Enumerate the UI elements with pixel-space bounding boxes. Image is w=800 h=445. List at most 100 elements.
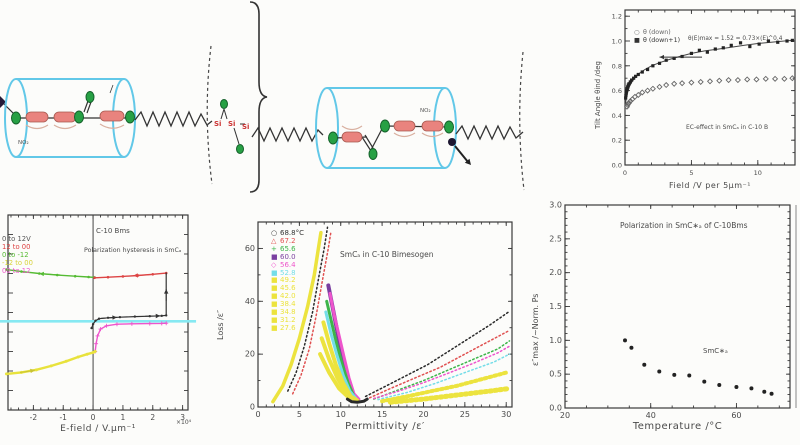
svg-text:10: 10 xyxy=(754,169,762,177)
legend-item: 12 to 00 xyxy=(2,243,31,251)
legend-item: △ 67.2 xyxy=(271,236,296,245)
svg-text:0.6: 0.6 xyxy=(612,87,622,95)
silicon-label: Si xyxy=(228,120,235,128)
silicon-label: Si xyxy=(242,123,249,131)
plot-title-annotation: Polarization hysteresis in SmCₐ xyxy=(84,247,182,254)
chiral-center-arrow xyxy=(448,138,471,165)
svg-text:60: 60 xyxy=(731,411,741,420)
y-axis-label: ε″max /~Norm. Ps xyxy=(531,293,540,367)
legend-item: ■ 49.2 xyxy=(271,276,296,285)
legend-item: ■ 34.8 xyxy=(271,308,296,317)
svg-text:1.0: 1.0 xyxy=(612,38,622,46)
legend-item: ■ 38.4 xyxy=(271,300,296,309)
tilt-angle-plot: 0 5 10 0.0 0.2 0.4 0.6 0.8 1.0 1.2 xyxy=(612,9,796,177)
svg-text:0.4: 0.4 xyxy=(612,112,622,120)
repeat-unit-divider-1 xyxy=(206,45,213,185)
svg-text:-1: -1 xyxy=(59,413,67,422)
legend: ○ θ (down) ■ θ (down+1) xyxy=(634,29,680,44)
legend-item: ■ 60.0 xyxy=(271,252,296,261)
legend: ○ 68.8°C △ 67.2 +65.6 ■ 60.0 ◇ 56.4 ■ 52.8 ■ 49.2 ■ 45… xyxy=(271,229,304,333)
chart-polarization-vs-temperature: 20 40 60 0.0 0.5 1.0 1.5 2.0 2.5 3.0 ε″max /~Norm… xyxy=(525,195,800,445)
plot-title-annotation: Polarization in SmC∗ₐ of C-10Bms xyxy=(620,221,748,230)
mesogen-cylinder-1: NO₂ xyxy=(4,78,136,158)
alkyl-spacer-1 xyxy=(134,110,213,128)
plot-title-annotation: SmCₐ in C-10 Bimesogen xyxy=(340,250,434,259)
x-axis-label: Field /V per 5μm⁻¹ xyxy=(669,181,751,190)
ec-effect-annotation: EC-effect in SmCₐ in C-10 B xyxy=(686,124,769,131)
legend-item: +65.6 xyxy=(271,244,296,253)
svg-text:0.2: 0.2 xyxy=(612,137,622,145)
chart-polarization-hysteresis: -2 -1 0 1 2 3 C-10 Bms Polarization hysteresi… xyxy=(0,200,222,445)
legend-item: ■ θ (down+1) xyxy=(634,36,681,44)
svg-text:10: 10 xyxy=(336,410,346,419)
svg-text:30: 30 xyxy=(501,410,511,419)
svg-text:25: 25 xyxy=(460,410,470,419)
svg-text:0.0: 0.0 xyxy=(612,162,622,170)
svg-text:0.0: 0.0 xyxy=(549,404,562,413)
fit-equation-annotation: θ(E)max = 1.52 = 0.73×(E)^0.4 xyxy=(688,36,783,42)
svg-text:1.2: 1.2 xyxy=(612,13,622,21)
y-axis-label: Tilt Angle θind /deg xyxy=(594,61,602,129)
nitro-group-label: NO₂ xyxy=(420,108,431,114)
svg-text:2.5: 2.5 xyxy=(549,234,562,243)
x-axis-label: Permittivity /ε′ xyxy=(345,421,425,432)
legend-item: ○ θ (down) xyxy=(634,29,671,36)
cole-cole-plot: 0 5 10 15 20 25 30 0 20 40 60 xyxy=(245,221,513,419)
svg-text:1.0: 1.0 xyxy=(549,336,562,345)
svg-text:0: 0 xyxy=(250,403,255,412)
legend-item: ■ 52.8 xyxy=(271,268,296,277)
legend-item: ■ 42.0 xyxy=(271,292,296,301)
axis-scale-label: ×10⁴ xyxy=(176,419,192,426)
chart-tilt-angle-vs-field: 0 5 10 0.0 0.2 0.4 0.6 0.8 1.0 1.2 Tilt Angle θin… xyxy=(588,0,800,200)
chart-dielectric-spectra: 0 5 10 15 20 25 30 0 20 40 60 Loss /ε″ Permittivit… xyxy=(215,200,520,445)
alkyl-spacer-3 xyxy=(455,124,524,141)
svg-text:3: 3 xyxy=(180,413,185,422)
legend-item: ■ 45.6 xyxy=(271,284,296,293)
svg-text:15: 15 xyxy=(377,410,387,419)
svg-text:0: 0 xyxy=(255,410,260,419)
silicon-label: Si xyxy=(214,120,221,128)
svg-text:-2: -2 xyxy=(30,413,38,422)
legend-item: 00 to 12 xyxy=(2,267,31,275)
svg-text:20: 20 xyxy=(560,411,570,420)
legend-item: ■ 27.6 xyxy=(271,323,296,332)
legend-item: ○ 68.8°C xyxy=(271,229,304,237)
hysteresis-plot: -2 -1 0 1 2 3 xyxy=(0,214,197,422)
svg-text:0.5: 0.5 xyxy=(549,370,562,379)
legend-item: ◇ 56.4 xyxy=(271,260,296,269)
sample-annotation: C-10 Bms xyxy=(96,227,130,235)
polarization-plot: 20 40 60 0.0 0.5 1.0 1.5 2.0 2.5 3.0 xyxy=(549,201,797,420)
y-axis-label: Loss /ε″ xyxy=(216,309,225,341)
svg-text:40: 40 xyxy=(646,411,656,420)
phase-label: SmC∗ₐ xyxy=(703,347,728,355)
repeat-unit-divider-2 xyxy=(519,51,525,191)
x-axis-label: E-field / V.μm⁻¹ xyxy=(60,424,136,434)
legend-item: ■ 31.2 xyxy=(271,315,296,324)
legend-item: 0 to -12 xyxy=(2,251,29,259)
svg-text:2: 2 xyxy=(150,413,155,422)
repeat-brace xyxy=(249,1,268,193)
alkyl-spacer-2 xyxy=(251,126,324,143)
siloxane-unit: Si Si Si xyxy=(214,99,249,154)
svg-text:3.0: 3.0 xyxy=(549,201,562,210)
nitro-group-label: NO₂ xyxy=(18,140,29,146)
legend-item: -12 to 00 xyxy=(2,259,33,267)
svg-text:20: 20 xyxy=(418,410,428,419)
svg-text:1: 1 xyxy=(121,413,126,422)
svg-text:0: 0 xyxy=(91,413,96,422)
svg-text:0.8: 0.8 xyxy=(612,62,622,70)
svg-text:0: 0 xyxy=(623,169,627,177)
svg-text:2.0: 2.0 xyxy=(549,268,562,277)
svg-text:5: 5 xyxy=(689,169,693,177)
svg-text:40: 40 xyxy=(245,297,255,306)
svg-text:20: 20 xyxy=(245,350,255,359)
svg-text:5: 5 xyxy=(297,410,302,419)
legend-item: 0 to 12V xyxy=(2,235,31,243)
mesogen-cylinder-2: NO₂ xyxy=(315,87,457,169)
svg-text:60: 60 xyxy=(245,244,255,253)
svg-text:1.5: 1.5 xyxy=(549,302,562,311)
x-axis-label: Temperature /°C xyxy=(632,421,723,432)
legend: 0 to 12V 12 to 00 0 to -12 -12 to 00 00 to 1… xyxy=(2,235,33,275)
molecular-structure-diagram: NO₂ Si Si Si xyxy=(0,1,525,193)
